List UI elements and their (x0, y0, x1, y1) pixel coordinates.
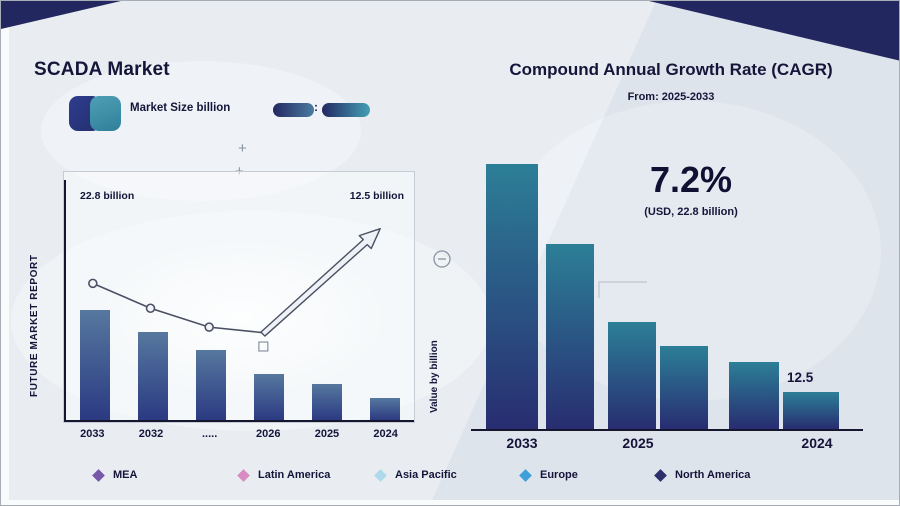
left-chart-xlabels: 2033 2032..... 2026 2025 2024 (63, 428, 415, 440)
right-title: Compound Annual Growth Rate (CAGR) (509, 60, 833, 79)
value-annotation: 12.5 (787, 370, 814, 385)
cagr-bar-2025-2 (660, 346, 708, 429)
bar-slot (124, 332, 182, 420)
page-title: SCADA Market (34, 59, 170, 80)
market-size-bar-2033 (80, 310, 110, 420)
bar-slot (66, 310, 124, 420)
cagr-bar-2024-1 (729, 362, 779, 429)
legend-label: Asia Pacific (395, 469, 457, 481)
legend-label: Europe (540, 469, 578, 481)
cagr-value: 7.2% (649, 159, 733, 200)
cagr-bar-2025-1 (608, 322, 656, 429)
decorative-pill (273, 103, 314, 117)
pill-separator: : (314, 100, 318, 114)
annotation-max: 22.8 billion (80, 190, 135, 202)
legend-diamond-icon (374, 468, 387, 482)
cagr-bar-2024-2 (783, 392, 839, 429)
left-chart-bars (66, 172, 414, 420)
right-x-tick: 2033 (506, 435, 538, 451)
legend-item-north-america: North America (654, 468, 751, 482)
market-size-icon (69, 96, 121, 131)
left-x-axis (64, 420, 414, 422)
legend-label: MEA (113, 469, 138, 481)
legend-item-europe: Europe (519, 468, 578, 482)
cagr-bar-2033-1 (486, 164, 538, 429)
right-x-tick: 2025 (622, 435, 654, 451)
left-y-axis (64, 180, 66, 422)
cagr-bar-2033-2 (546, 244, 594, 429)
decorative-pill (322, 103, 370, 117)
market-size-legend-label: Market Size billion (130, 102, 231, 114)
bar-slot (240, 374, 298, 420)
bar-slot (356, 398, 414, 420)
legend-label: North America (675, 469, 751, 481)
market-size-bar-2025 (312, 384, 342, 420)
market-size-bar-2024 (370, 398, 400, 420)
cagr-chart (471, 161, 863, 431)
legend-item-mea: MEA (92, 468, 138, 482)
right-x-tick: 2024 (801, 435, 833, 451)
right-chart-ylabel: Value by billion (429, 340, 440, 413)
right-subtitle: From: 2025-2033 (627, 91, 715, 103)
market-size-bar-2032 (138, 332, 168, 420)
legend-item-latin-america: Latin America (237, 468, 331, 482)
bar-slot (298, 384, 356, 420)
annotation-min: 12.5 billion (349, 190, 404, 202)
right-chart-xlabels: 2033 2025 2024 (471, 435, 863, 455)
left-x-tick: 2025 (314, 428, 340, 440)
plus-icon: + (238, 140, 247, 157)
left-x-tick: ..... (202, 428, 218, 440)
legend-label: Latin America (258, 469, 331, 481)
market-size-bar-..... (196, 350, 226, 420)
bar-slot (182, 350, 240, 420)
right-chart-bars (471, 161, 863, 431)
right-x-axis (471, 429, 863, 431)
legend-diamond-icon (519, 468, 532, 482)
left-x-tick: 2033 (80, 428, 105, 440)
legend-diamond-icon (92, 468, 105, 482)
left-x-tick: 2024 (373, 428, 398, 440)
market-size-bar-2026 (254, 374, 284, 420)
legend-item-asia-pacific: Asia Pacific (374, 468, 457, 482)
legend-diamond-icon (654, 468, 667, 482)
left-x-tick: 2032 (138, 428, 164, 440)
region-legend: MEA Latin America Asia Pacific Europe North … (1, 467, 899, 493)
cagr-note: (USD, 22.8 billion) (644, 206, 738, 218)
left-x-tick: 2026 (256, 428, 281, 440)
icon-teal-square (90, 96, 121, 131)
market-size-chart: 22.8 billion 12.5 billion (63, 171, 415, 423)
legend-diamond-icon (237, 468, 250, 482)
left-chart-ylabel: FUTURE MARKET REPORT (29, 254, 40, 398)
